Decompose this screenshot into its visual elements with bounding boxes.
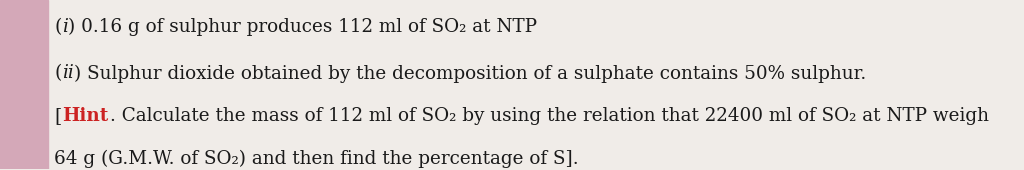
Text: (: (	[54, 18, 61, 36]
Text: (: (	[54, 64, 61, 82]
Text: 64 g (G.M.W. of SO₂) and then find the percentage of S].: 64 g (G.M.W. of SO₂) and then find the p…	[54, 149, 579, 168]
Text: ) 0.16 g of sulphur produces 112 ml of SO₂ at NTP: ) 0.16 g of sulphur produces 112 ml of S…	[68, 18, 537, 36]
Text: ii: ii	[61, 64, 74, 82]
Bar	[0, 0, 48, 169]
Text: i: i	[61, 18, 68, 36]
Text: ) Sulphur dioxide obtained by the decomposition of a sulphate contains 50% sulph: ) Sulphur dioxide obtained by the decomp…	[74, 64, 866, 82]
Text: Hint: Hint	[61, 107, 109, 125]
Text: [: [	[54, 107, 61, 125]
Text: . Calculate the mass of 112 ml of SO₂ by using the relation that 22400 ml of SO₂: . Calculate the mass of 112 ml of SO₂ by…	[111, 107, 989, 125]
